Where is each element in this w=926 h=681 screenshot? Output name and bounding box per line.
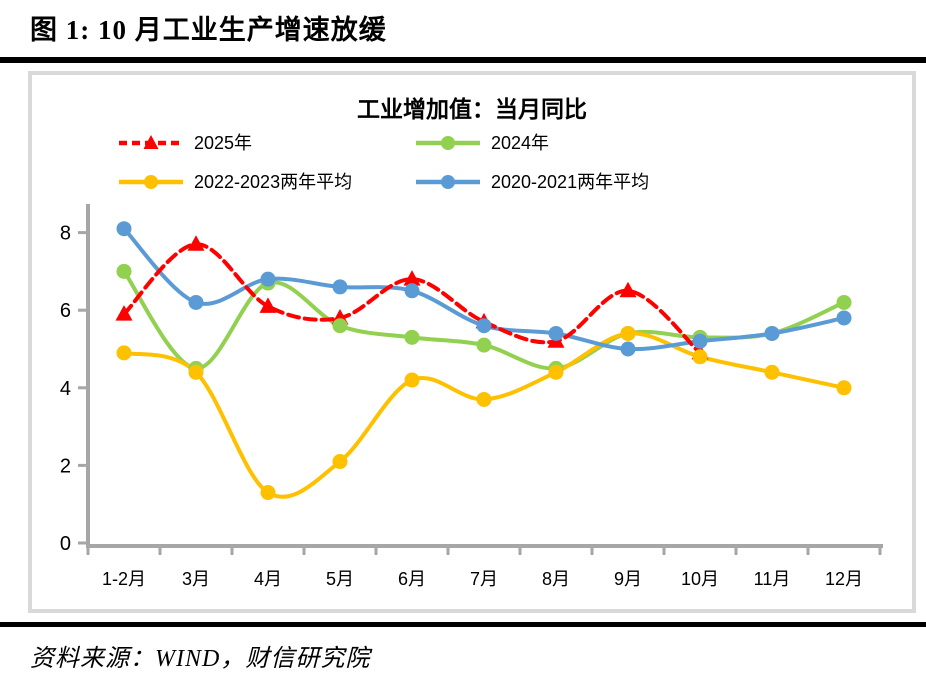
- series-marker-2022-2023两年平均: [692, 349, 708, 365]
- legend-sample-marker: [441, 136, 455, 150]
- x-category-label: 12月: [825, 569, 863, 589]
- series-marker-2020-2021两年平均: [260, 271, 276, 287]
- series-marker-2024年: [332, 318, 348, 334]
- series-marker-2025年: [403, 270, 421, 286]
- series-marker-2020-2021两年平均: [332, 279, 348, 295]
- x-category-label: 5月: [326, 569, 354, 589]
- x-category-label: 4月: [254, 569, 282, 589]
- legend-sample-2025: [119, 135, 183, 149]
- legend-sample-2022-2023-avg: [119, 175, 183, 189]
- y-tick-label: 0: [60, 533, 71, 555]
- x-category-label: 9月: [614, 569, 642, 589]
- series-marker-2022-2023两年平均: [260, 485, 276, 501]
- series-marker-2024年: [836, 294, 852, 310]
- legend-label-2024: 2024年: [491, 133, 550, 153]
- series-marker-2022-2023两年平均: [332, 454, 348, 470]
- footer-divider: [0, 622, 926, 627]
- series-marker-2020-2021两年平均: [116, 221, 132, 237]
- legend-label-2022-2023-avg: 2022-2023两年平均: [194, 172, 353, 192]
- series-marker-2022-2023两年平均: [476, 391, 492, 407]
- source-text: 资料来源：WIND，财信研究院: [30, 646, 371, 672]
- series-line-2022-2023两年平均: [122, 331, 846, 499]
- x-category-label: 11月: [754, 569, 791, 589]
- legend-item-2022-2023-avg: 2022-2023两年平均: [118, 171, 352, 193]
- y-tick-label: 8: [60, 223, 71, 245]
- title-divider: [0, 57, 926, 63]
- x-category-label: 8月: [542, 569, 570, 589]
- legend-item-2025: 2025年: [118, 132, 252, 154]
- x-category-label: 6月: [398, 569, 426, 589]
- x-category-label: 3月: [182, 569, 210, 589]
- chart-title: 工业增加值：当月同比: [357, 96, 587, 122]
- series-marker-2020-2021两年平均: [548, 325, 564, 341]
- legend-label-2025: 2025年: [194, 133, 253, 153]
- series-marker-2022-2023两年平均: [116, 345, 132, 361]
- x-category-label: 10月: [681, 569, 719, 589]
- legend-item-2020-2021-avg: 2020-2021两年平均: [415, 171, 649, 193]
- series-marker-2020-2021两年平均: [620, 341, 636, 357]
- y-tick-label: 4: [60, 378, 71, 400]
- series-marker-2020-2021两年平均: [836, 310, 852, 326]
- figure-title: 图 1: 10 月工业生产增速放缓: [30, 15, 387, 45]
- series-marker-2025年: [259, 297, 277, 313]
- legend-sample-marker: [144, 175, 158, 189]
- legend-sample-marker: [441, 175, 455, 189]
- legend-item-2024: 2024年: [415, 132, 549, 154]
- x-category-label: 7月: [470, 569, 498, 589]
- series-marker-2022-2023两年平均: [404, 372, 420, 388]
- series-line-2020-2021两年平均: [122, 226, 846, 352]
- legend-sample-2020-2021-avg: [416, 175, 480, 189]
- series-marker-2020-2021两年平均: [692, 333, 708, 349]
- series-marker-2020-2021两年平均: [188, 294, 204, 310]
- x-category-label: 1-2月: [102, 569, 146, 589]
- series-marker-2024年: [116, 263, 132, 279]
- series-marker-2024年: [404, 329, 420, 345]
- series-marker-2020-2021两年平均: [404, 283, 420, 299]
- legend-label-2020-2021-avg: 2020-2021两年平均: [491, 172, 650, 192]
- series-marker-2022-2023两年平均: [836, 380, 852, 396]
- series-marker-2025年: [619, 281, 637, 298]
- series-marker-2025年: [115, 305, 133, 321]
- series-marker-2022-2023两年平均: [620, 325, 636, 341]
- series-marker-2025年: [187, 235, 205, 251]
- series-marker-2020-2021两年平均: [476, 318, 492, 334]
- series-marker-2020-2021两年平均: [764, 325, 780, 341]
- y-tick-label: 2: [60, 455, 71, 477]
- y-tick-label: 6: [60, 300, 71, 322]
- legend-sample-marker: [143, 135, 159, 149]
- series-marker-2024年: [476, 337, 492, 353]
- legend-sample-2024: [416, 136, 480, 150]
- series-marker-2022-2023两年平均: [188, 364, 204, 380]
- series-marker-2022-2023两年平均: [548, 364, 564, 380]
- series-line-2024年: [122, 269, 846, 371]
- series-marker-2022-2023两年平均: [764, 364, 780, 380]
